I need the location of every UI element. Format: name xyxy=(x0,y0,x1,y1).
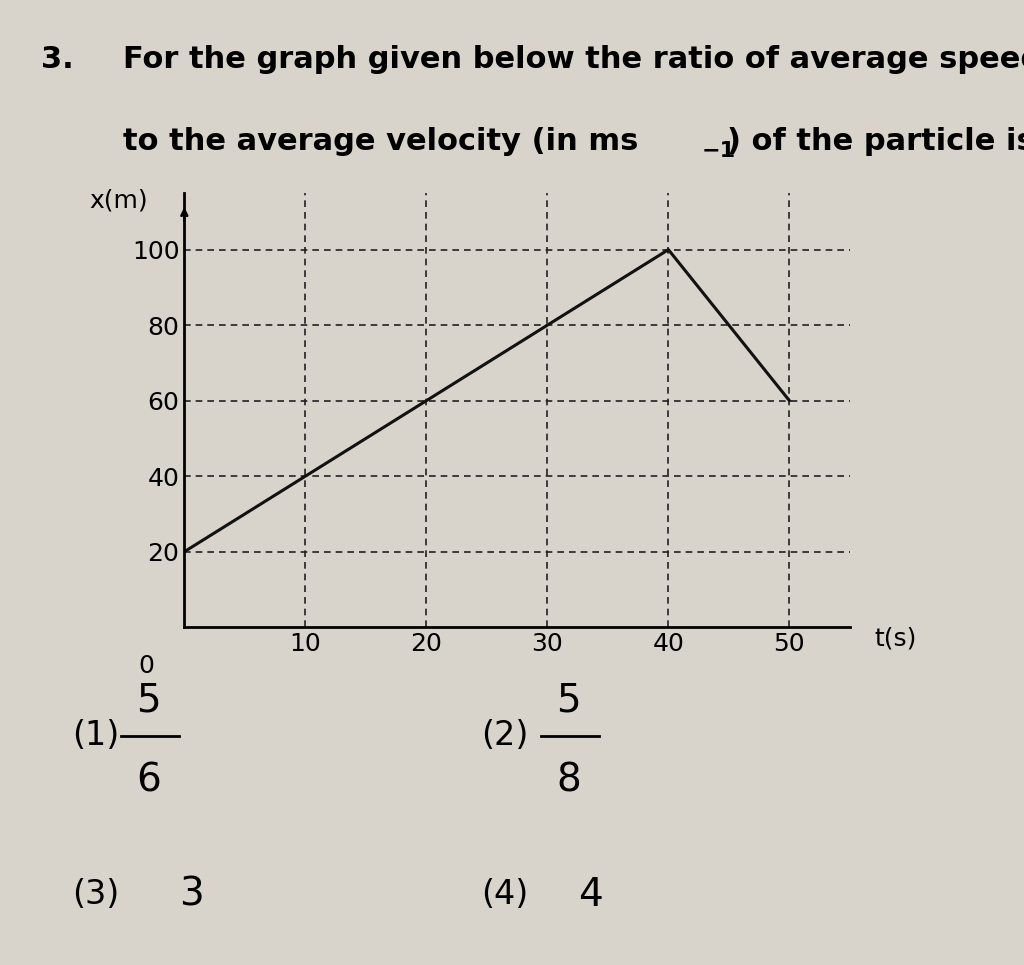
Text: x(m): x(m) xyxy=(89,188,148,212)
Text: t(s): t(s) xyxy=(874,626,916,650)
Text: 5: 5 xyxy=(136,681,161,720)
Text: (2): (2) xyxy=(481,719,528,752)
Text: ) of the particle is: ) of the particle is xyxy=(727,127,1024,156)
Text: −1: −1 xyxy=(701,141,735,161)
Text: For the graph given below the ratio of average speed: For the graph given below the ratio of a… xyxy=(123,45,1024,74)
Text: 0: 0 xyxy=(138,653,154,677)
Text: 4: 4 xyxy=(579,876,603,914)
Text: 6: 6 xyxy=(136,761,161,799)
Text: 5: 5 xyxy=(556,681,581,720)
Text: 8: 8 xyxy=(556,761,581,799)
Text: (4): (4) xyxy=(481,878,528,911)
Text: (1): (1) xyxy=(72,719,119,752)
Text: 3: 3 xyxy=(179,876,204,914)
Text: (3): (3) xyxy=(72,878,119,911)
Text: to the average velocity (in ms: to the average velocity (in ms xyxy=(123,127,638,156)
Text: 3.: 3. xyxy=(41,45,74,74)
